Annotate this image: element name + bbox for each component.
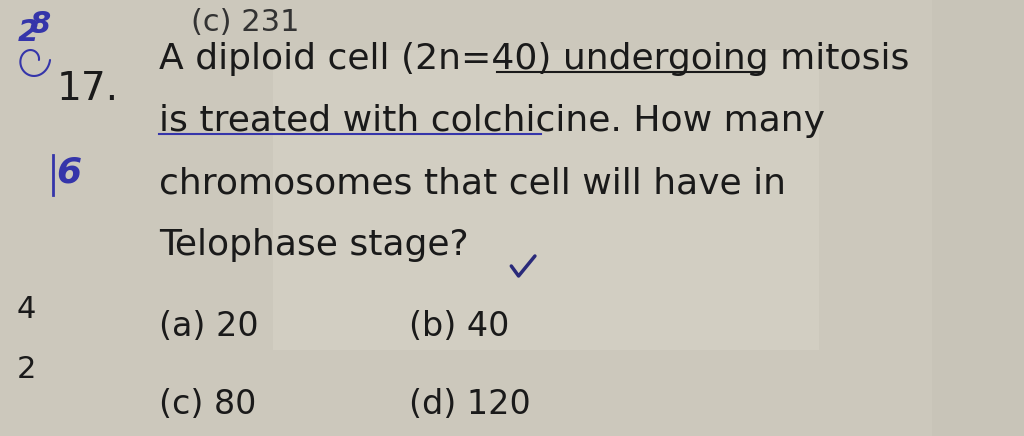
Text: (a) 20: (a) 20 [159, 310, 259, 343]
Text: chromosomes that cell will have in: chromosomes that cell will have in [159, 166, 786, 200]
Text: 17.: 17. [56, 70, 119, 108]
Text: 6: 6 [56, 155, 82, 189]
Text: (c) 231: (c) 231 [191, 8, 300, 37]
Text: is treated with colchicine. How many: is treated with colchicine. How many [159, 104, 825, 138]
Text: Telophase stage?: Telophase stage? [159, 228, 469, 262]
Text: (b) 40: (b) 40 [410, 310, 510, 343]
Text: 2: 2 [18, 18, 40, 47]
FancyBboxPatch shape [273, 50, 819, 350]
Text: 4: 4 [16, 295, 36, 324]
FancyBboxPatch shape [0, 0, 932, 436]
Text: (d) 120: (d) 120 [410, 388, 531, 421]
Text: A diploid cell (2n=40) undergoing mitosis: A diploid cell (2n=40) undergoing mitosi… [159, 42, 909, 76]
Text: (c) 80: (c) 80 [159, 388, 257, 421]
Text: 8: 8 [29, 10, 50, 39]
Text: 2: 2 [16, 355, 36, 384]
